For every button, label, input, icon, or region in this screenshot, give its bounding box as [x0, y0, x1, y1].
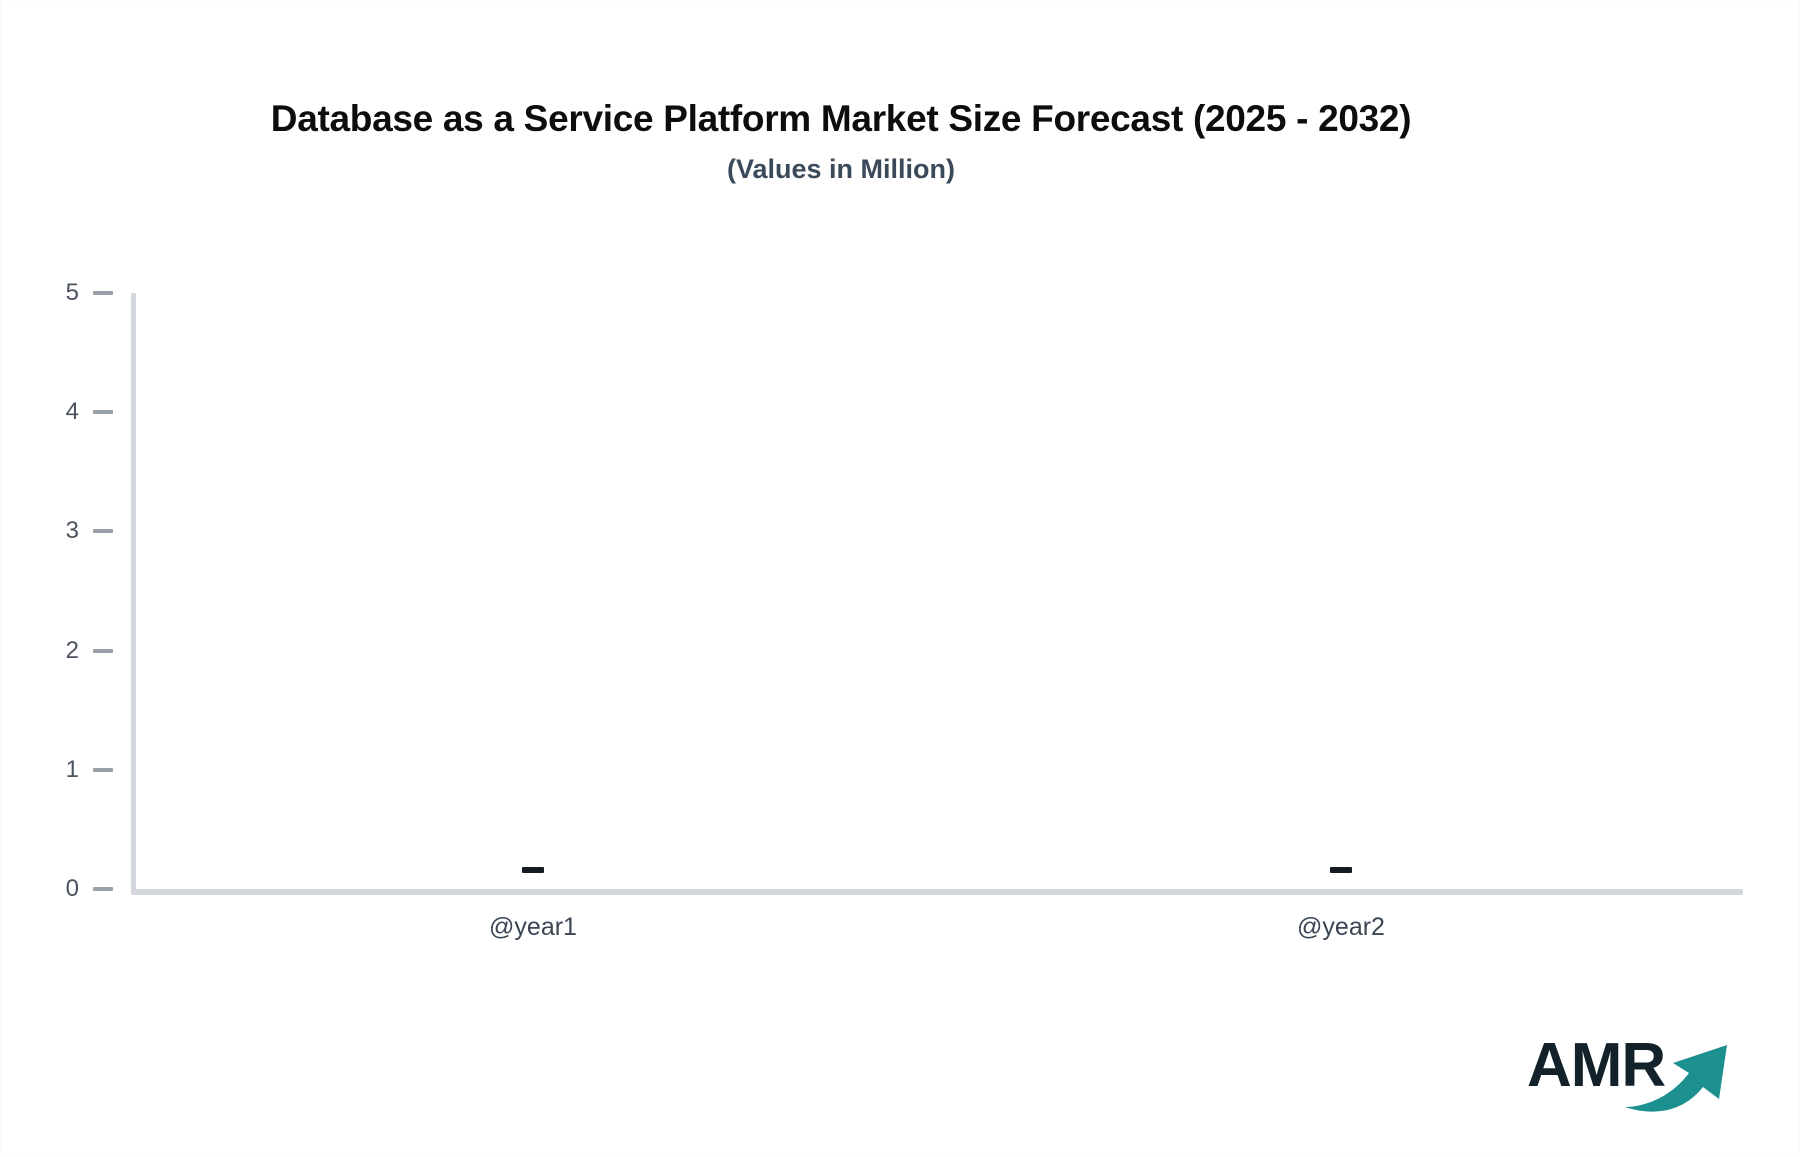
y-axis-tick-mark — [93, 529, 113, 533]
y-axis-line — [131, 293, 136, 893]
y-axis-tick-mark — [93, 768, 113, 772]
data-point-marker — [1330, 867, 1352, 873]
y-axis-tick-label: 1 — [65, 756, 79, 783]
y-axis-tick-2: 2 — [1, 637, 131, 664]
chart-subtitle: (Values in Million) — [726, 153, 956, 184]
y-axis-tick-label: 2 — [65, 637, 79, 664]
y-axis-tick-3: 3 — [1, 517, 131, 544]
y-axis-tick-mark — [93, 410, 113, 414]
growth-arrow-icon — [1625, 1045, 1727, 1112]
y-axis-tick-label: 4 — [65, 398, 79, 425]
x-axis-tick-label-year2: @year2 — [1297, 913, 1385, 941]
y-axis-tick-mark — [93, 887, 113, 891]
y-axis-tick-label: 5 — [65, 279, 79, 306]
y-axis-tick-5: 5 — [1, 279, 131, 306]
y-axis-tick-1: 1 — [1, 756, 131, 783]
data-point-marker — [522, 867, 544, 873]
chart-title: Database as a Service Platform Market Si… — [270, 98, 1412, 139]
chart-header: Database as a Service Platform Market Si… — [1, 98, 1681, 184]
x-axis-tick-label-year1: @year1 — [489, 913, 577, 941]
y-axis-tick-mark — [93, 649, 113, 653]
y-axis-tick-label: 0 — [65, 875, 79, 902]
y-axis-tick-label: 3 — [65, 517, 79, 544]
x-axis-line — [131, 889, 1743, 895]
amr-logo: AMR — [1527, 1025, 1737, 1117]
amr-wordmark: AMR — [1527, 1031, 1666, 1100]
y-axis-tick-4: 4 — [1, 398, 131, 425]
y-axis-tick-0: 0 — [1, 875, 131, 902]
y-axis-tick-mark — [93, 291, 113, 295]
